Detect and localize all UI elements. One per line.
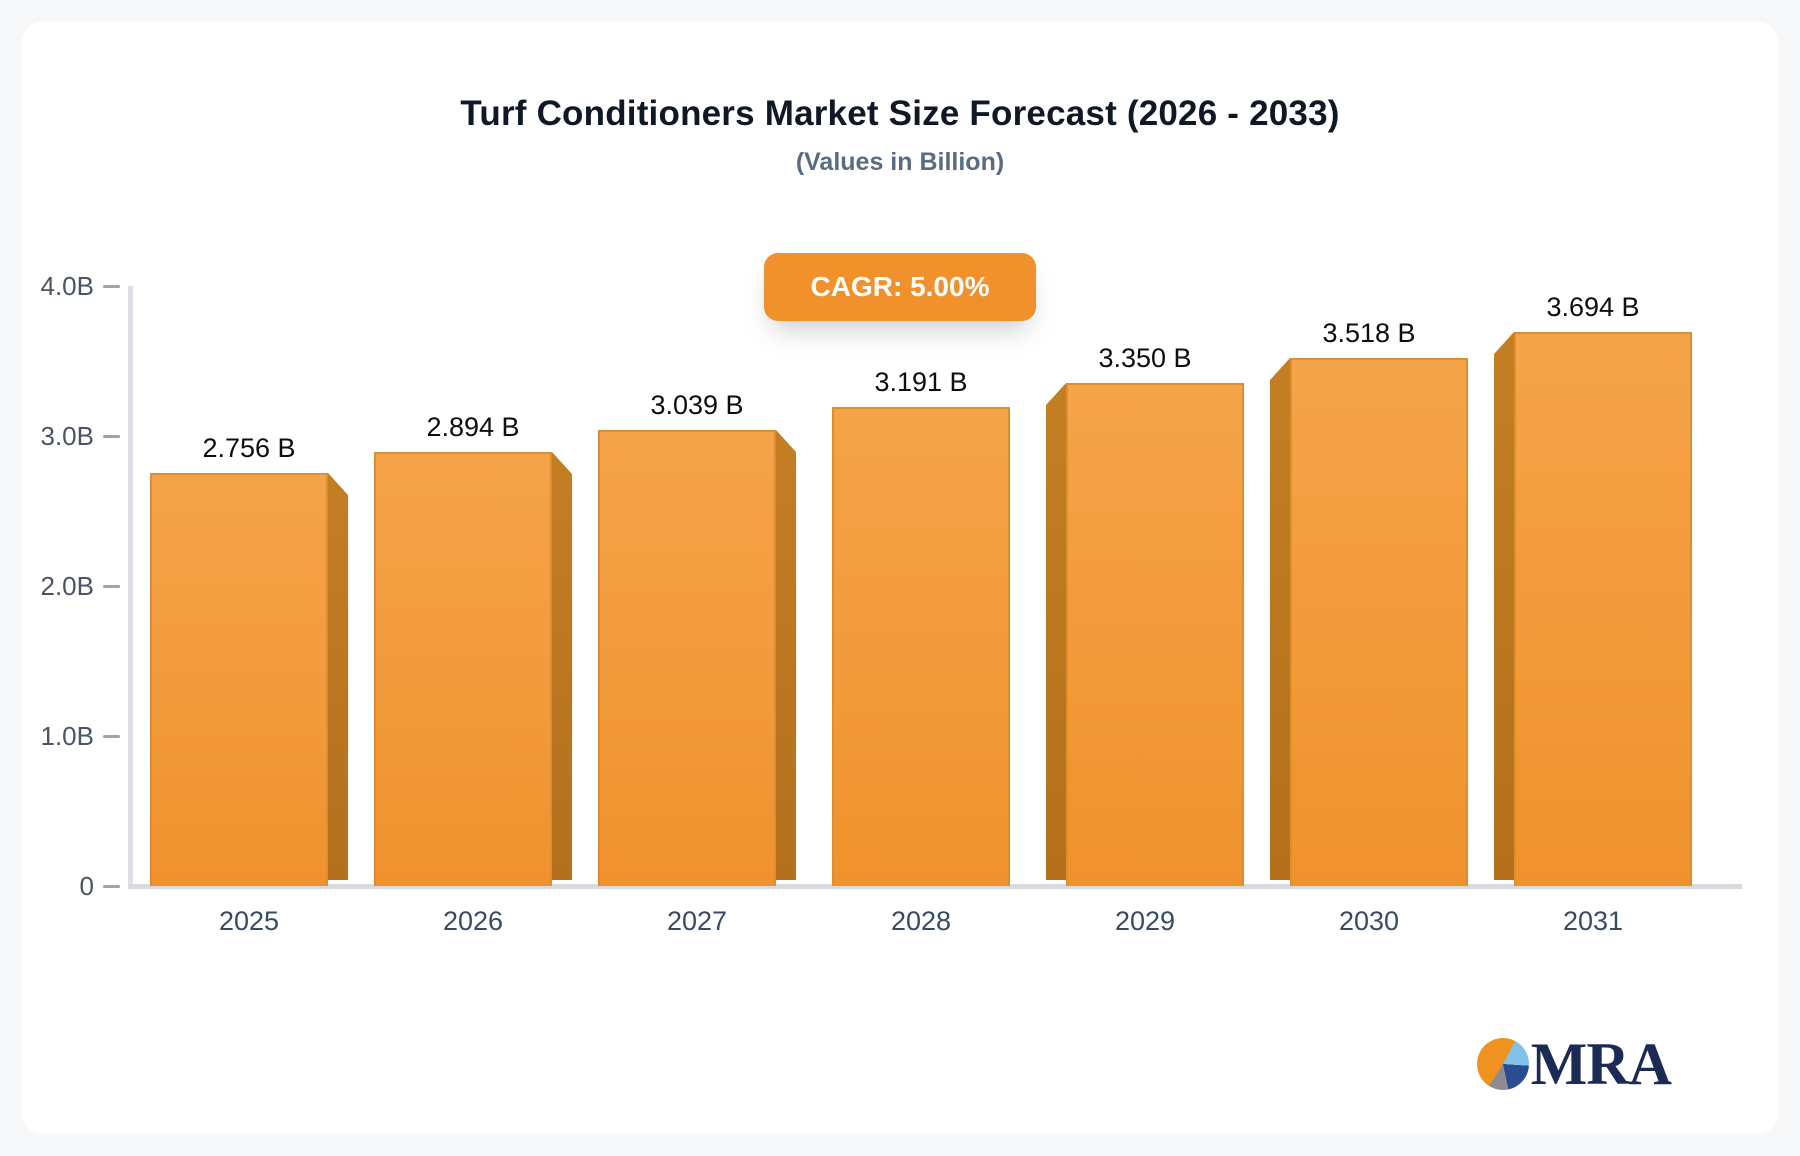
bar-value-label: 3.518 B bbox=[1322, 318, 1416, 348]
bar-group-2026 bbox=[374, 452, 572, 886]
x-axis-label: 2031 bbox=[1562, 906, 1624, 936]
bar-3d-side bbox=[552, 452, 572, 880]
bar-3d-side bbox=[1270, 358, 1290, 880]
bar-group-2025 bbox=[150, 473, 348, 886]
chart-card: Turf Conditioners Market Size Forecast (… bbox=[22, 22, 1778, 1134]
bar-3d-side bbox=[328, 473, 348, 880]
bar bbox=[1514, 332, 1692, 886]
chart-title: Turf Conditioners Market Size Forecast (… bbox=[460, 94, 1340, 133]
bar-3d-side bbox=[1046, 383, 1066, 880]
bar-value-label: 3.039 B bbox=[650, 390, 744, 420]
y-axis-line bbox=[128, 286, 133, 889]
y-axis-tick-mark bbox=[103, 435, 120, 438]
bar-group-2027 bbox=[598, 430, 796, 886]
bar bbox=[832, 407, 1010, 886]
chart-subtitle: (Values in Billion) bbox=[795, 148, 1005, 176]
bar-value-label: 3.694 B bbox=[1546, 292, 1640, 322]
x-axis-label: 2030 bbox=[1338, 906, 1400, 936]
y-axis-tick-mark bbox=[103, 885, 120, 888]
bar-3d-side bbox=[776, 430, 796, 880]
cagr-badge-label: CAGR: 5.00% bbox=[810, 271, 990, 302]
bar-group-2028 bbox=[822, 407, 1020, 886]
cagr-badge: CAGR: 5.00% bbox=[764, 253, 1036, 321]
y-axis-tick-label: 4.0B bbox=[40, 271, 95, 301]
bar bbox=[598, 430, 776, 886]
bar bbox=[150, 473, 328, 886]
brand-logo: MRA bbox=[1476, 1031, 1672, 1097]
bar-group-2030 bbox=[1270, 358, 1468, 886]
y-axis-tick-mark bbox=[103, 585, 120, 588]
x-axis-label: 2029 bbox=[1114, 906, 1176, 936]
bar bbox=[1066, 383, 1244, 886]
pie-chart-logo-icon bbox=[1476, 1038, 1529, 1090]
bar-group-2031 bbox=[1494, 332, 1692, 886]
y-axis-tick-mark bbox=[103, 285, 120, 288]
x-axis-label: 2028 bbox=[890, 906, 952, 936]
y-axis-tick-label: 1.0B bbox=[40, 721, 95, 751]
bar bbox=[374, 452, 552, 886]
y-axis-tick-label: 0 bbox=[79, 871, 94, 901]
bar-group-2029 bbox=[1046, 383, 1244, 886]
x-axis-label: 2027 bbox=[666, 906, 728, 936]
x-axis-baseline bbox=[128, 884, 1742, 889]
y-axis-tick-label: 3.0B bbox=[40, 421, 95, 451]
x-axis-label: 2025 bbox=[218, 906, 280, 936]
y-axis-tick-mark bbox=[103, 735, 120, 738]
bar-value-label: 3.191 B bbox=[874, 367, 968, 397]
x-axis-label: 2026 bbox=[442, 906, 504, 936]
bar bbox=[1290, 358, 1468, 886]
y-axis-tick-label: 2.0B bbox=[40, 571, 95, 601]
bar-value-label: 3.350 B bbox=[1098, 343, 1192, 373]
bar-value-label: 2.894 B bbox=[426, 412, 520, 442]
brand-logo-text: MRA bbox=[1530, 1031, 1672, 1097]
bar-3d-side bbox=[1494, 332, 1514, 880]
bar-value-label: 2.756 B bbox=[202, 433, 296, 463]
bar-chart-plot-area: 4.0B 3.0B 2.0B 1.0B 0 2.756 B 2025 2.894 B 2026 3… bbox=[22, 22, 1778, 1134]
